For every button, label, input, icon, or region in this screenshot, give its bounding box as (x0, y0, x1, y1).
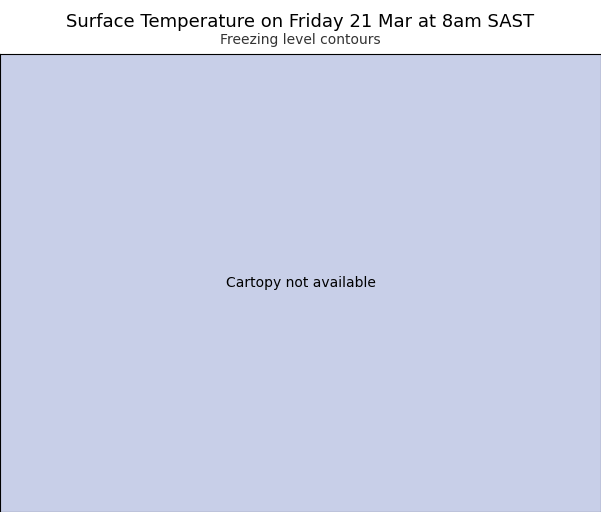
Text: Cartopy not available: Cartopy not available (225, 276, 376, 290)
Text: Surface Temperature on Friday 21 Mar at 8am SAST: Surface Temperature on Friday 21 Mar at … (67, 13, 534, 31)
Text: Freezing level contours: Freezing level contours (220, 33, 381, 47)
